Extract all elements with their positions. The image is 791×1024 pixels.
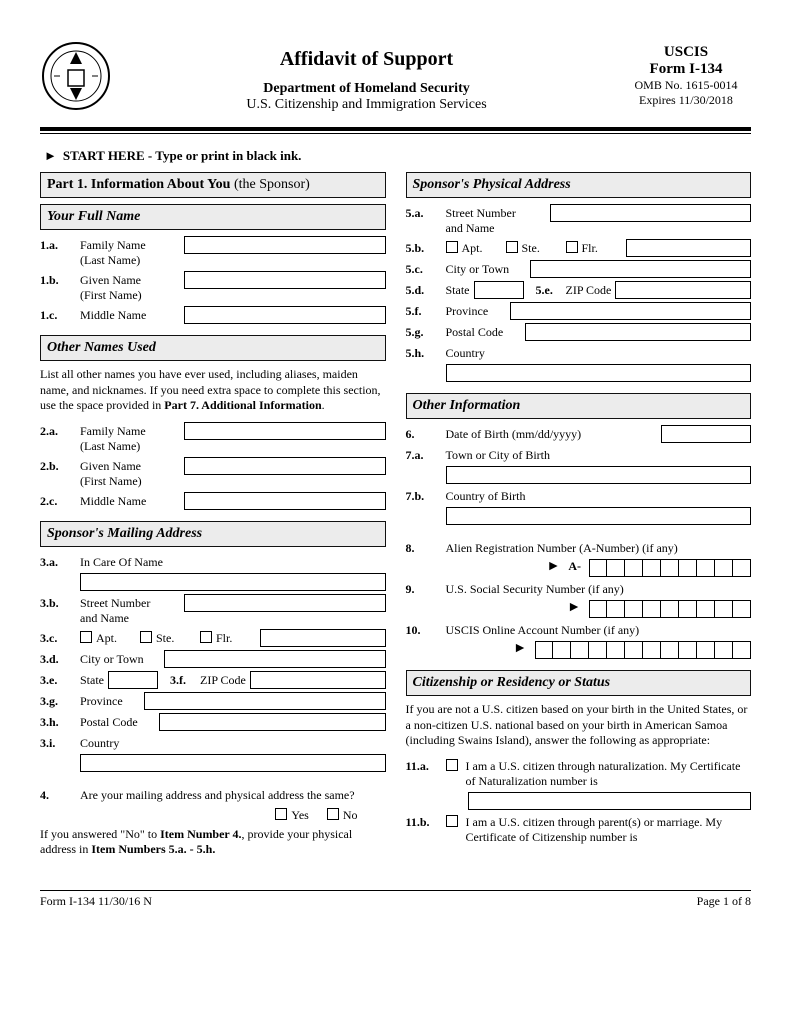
mailing-address-bar: Sponsor's Mailing Address [40, 521, 386, 547]
uscis-account-input[interactable] [535, 641, 751, 659]
same-yes-checkbox[interactable] [275, 808, 287, 820]
same-no-checkbox[interactable] [327, 808, 339, 820]
phys-postal-input[interactable] [525, 323, 752, 341]
mail-province-input[interactable] [144, 692, 386, 710]
incareof-input[interactable] [80, 573, 386, 591]
other-info-bar: Other Information [406, 393, 752, 419]
q4-note: If you answered "No" to Item Number 4., … [40, 827, 386, 858]
form-header: Affidavit of Support Department of Homel… [40, 40, 751, 121]
mail-flr-checkbox[interactable] [200, 631, 212, 643]
given-name-input[interactable] [184, 271, 386, 289]
form-number: Form I-134 [621, 61, 751, 78]
phys-flr-checkbox[interactable] [566, 241, 578, 253]
phys-unit-input[interactable] [626, 239, 752, 257]
part1-bar: Part 1. Information About You (the Spons… [40, 172, 386, 198]
agency-label: USCIS [621, 44, 751, 61]
mail-postal-input[interactable] [159, 713, 386, 731]
physical-address-bar: Sponsor's Physical Address [406, 172, 752, 198]
arrow-icon: ► [513, 641, 527, 657]
footer-page-no: Page 1 of 8 [697, 894, 751, 909]
phys-zip-input[interactable] [615, 281, 751, 299]
naturalization-number-input[interactable] [468, 792, 752, 810]
birth-city-input[interactable] [446, 466, 752, 484]
mail-street-input[interactable] [184, 594, 386, 612]
mail-unit-input[interactable] [260, 629, 386, 647]
mail-state-input[interactable] [108, 671, 158, 689]
form-title: Affidavit of Support [112, 48, 621, 71]
start-here: ►START HERE - Type or print in black ink… [40, 144, 751, 172]
mail-ste-checkbox[interactable] [140, 631, 152, 643]
other-names-instructions: List all other names you have ever used,… [40, 367, 386, 414]
dept-name: Department of Homeland Security [112, 81, 621, 97]
phys-state-input[interactable] [474, 281, 524, 299]
phys-apt-checkbox[interactable] [446, 241, 458, 253]
fullname-bar: Your Full Name [40, 204, 386, 230]
item-1c: 1.c. [40, 306, 76, 323]
ssn-input[interactable] [589, 600, 751, 618]
parents-marriage-checkbox[interactable] [446, 815, 458, 827]
page-footer: Form I-134 11/30/16 N Page 1 of 8 [40, 890, 751, 909]
omb-number: OMB No. 1615-0014 [621, 78, 751, 93]
phys-province-input[interactable] [510, 302, 752, 320]
item-1b: 1.b. [40, 271, 76, 288]
arrow-icon: ► [567, 600, 581, 616]
mail-city-input[interactable] [164, 650, 386, 668]
mail-apt-checkbox[interactable] [80, 631, 92, 643]
arrow-icon: ► [546, 559, 560, 575]
service-name: U.S. Citizenship and Immigration Service… [112, 97, 621, 113]
other-middle-name-input[interactable] [184, 492, 386, 510]
phys-ste-checkbox[interactable] [506, 241, 518, 253]
other-given-name-input[interactable] [184, 457, 386, 475]
header-rule [40, 127, 751, 134]
a-number-input[interactable] [589, 559, 751, 577]
phys-street-input[interactable] [550, 204, 752, 222]
item-1a: 1.a. [40, 236, 76, 253]
mail-country-input[interactable] [80, 754, 386, 772]
birth-country-input[interactable] [446, 507, 752, 525]
citizenship-bar: Citizenship or Residency or Status [406, 670, 752, 696]
dhs-seal-icon [40, 40, 112, 112]
other-family-name-input[interactable] [184, 422, 386, 440]
naturalization-checkbox[interactable] [446, 759, 458, 771]
other-names-bar: Other Names Used [40, 335, 386, 361]
phys-country-input[interactable] [446, 364, 752, 382]
family-name-input[interactable] [184, 236, 386, 254]
expiry-date: Expires 11/30/2018 [621, 93, 751, 108]
citizenship-instructions: If you are not a U.S. citizen based on y… [406, 702, 752, 749]
mail-zip-input[interactable] [250, 671, 386, 689]
middle-name-input[interactable] [184, 306, 386, 324]
phys-city-input[interactable] [530, 260, 752, 278]
footer-form-id: Form I-134 11/30/16 N [40, 894, 152, 909]
dob-input[interactable] [661, 425, 751, 443]
